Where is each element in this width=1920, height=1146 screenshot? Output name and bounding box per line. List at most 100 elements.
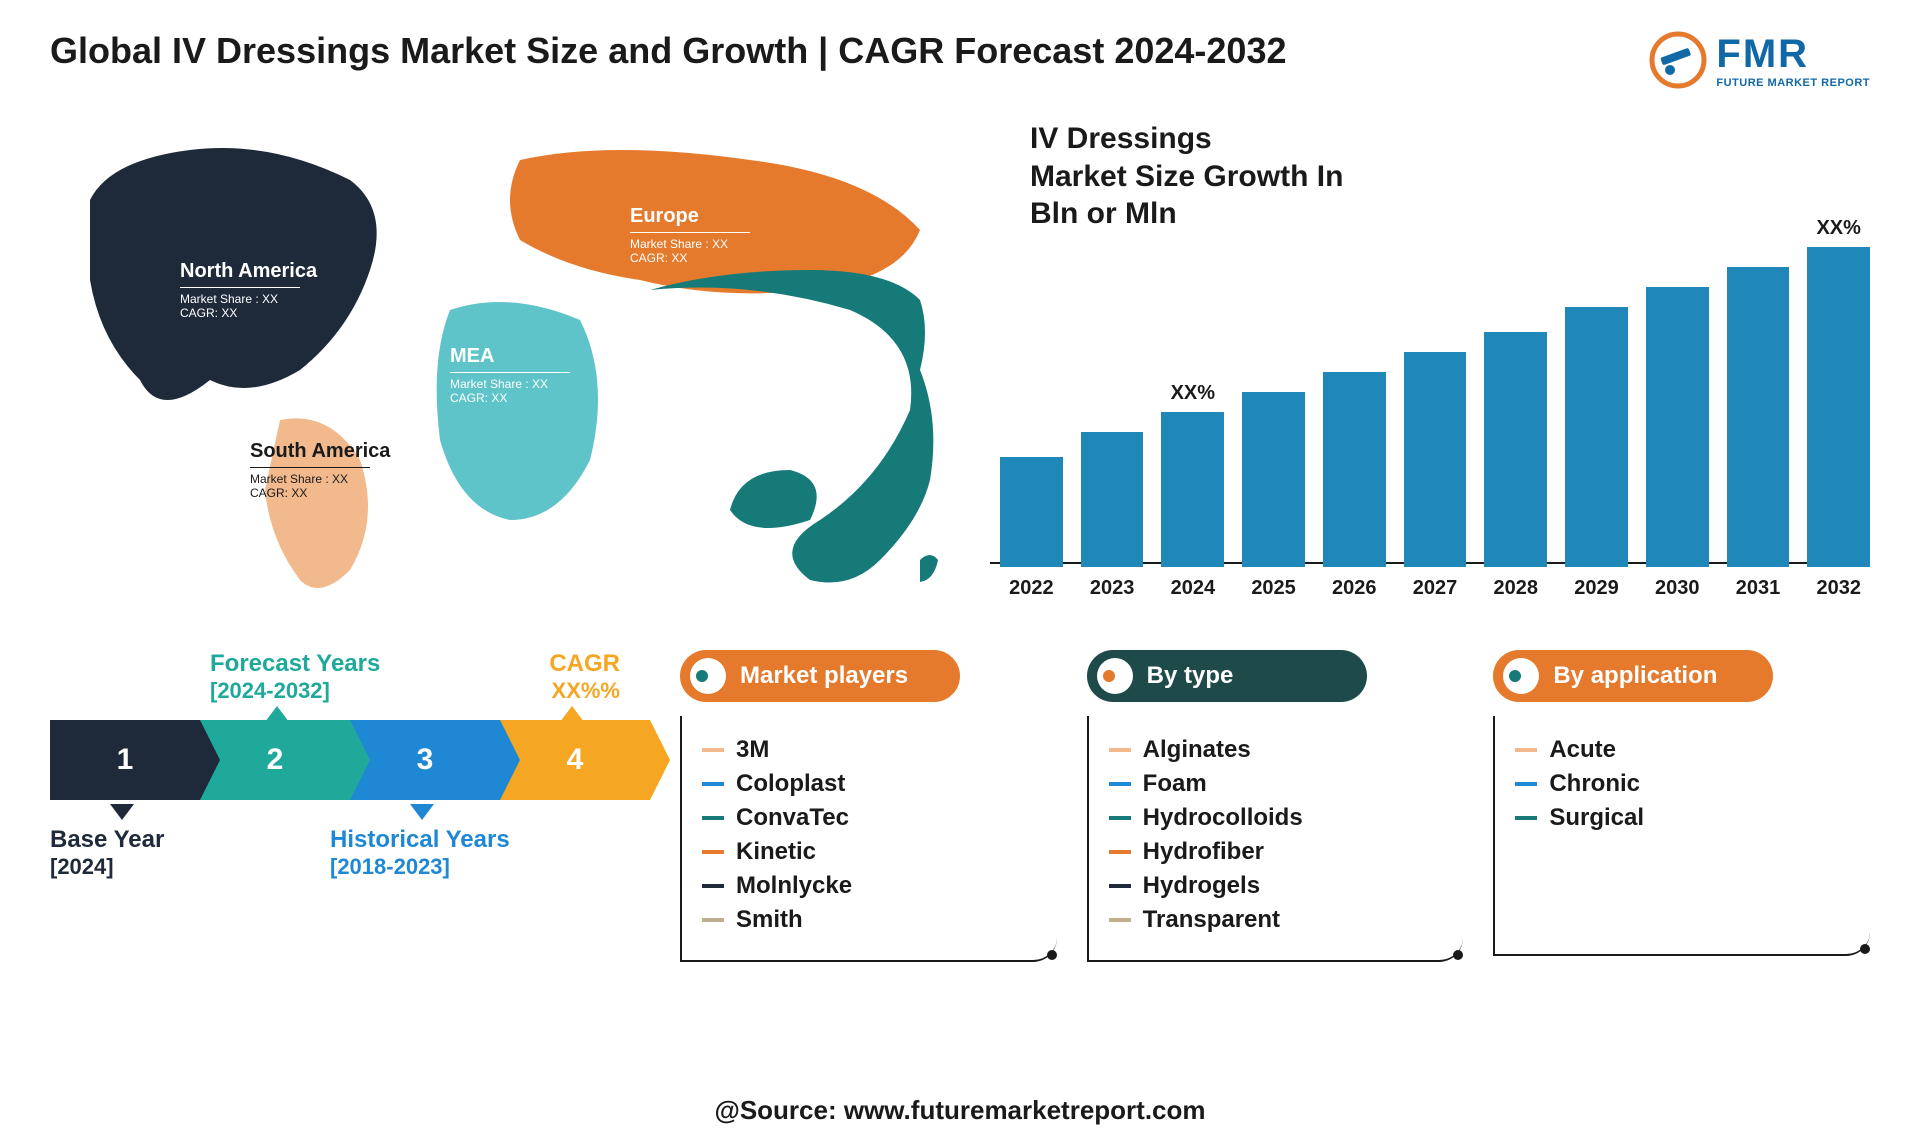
region-name: South America bbox=[250, 440, 390, 463]
label-range: [2024] bbox=[50, 854, 164, 880]
label-text: CAGR bbox=[549, 650, 620, 678]
label-text: Forecast Years bbox=[210, 650, 380, 678]
list-item: Alginates bbox=[1109, 736, 1444, 764]
region-name: North America bbox=[180, 260, 317, 283]
category-list: 3MColoplastConvaTecKineticMolnlyckeSmith bbox=[680, 716, 1057, 962]
logo-subtext: FUTURE MARKET REPORT bbox=[1716, 77, 1870, 89]
region-name: Asia Pacific bbox=[690, 310, 810, 333]
historical-label: Historical Years [2018-2023] bbox=[330, 826, 510, 880]
category-box: By typeAlginatesFoamHydrocolloidsHydrofi… bbox=[1087, 650, 1464, 962]
category-pill: Market players bbox=[680, 650, 960, 702]
bar bbox=[1484, 332, 1547, 567]
dash-icon bbox=[1109, 884, 1131, 888]
chart-title-line: Market Size Growth In bbox=[1030, 158, 1870, 196]
list-item: Hydrogels bbox=[1109, 872, 1444, 900]
region-name: Europe bbox=[630, 205, 750, 228]
category-box: By applicationAcuteChronicSurgical bbox=[1493, 650, 1870, 962]
list-item: Transparent bbox=[1109, 906, 1444, 934]
category-title: Market players bbox=[740, 662, 908, 690]
dash-icon bbox=[702, 782, 724, 786]
bar-year: 2032 bbox=[1816, 577, 1861, 600]
bar-column: 2031 bbox=[1727, 267, 1790, 600]
bar-column: 2028 bbox=[1484, 332, 1547, 600]
item-label: Coloplast bbox=[736, 770, 845, 798]
bar-column: 2027 bbox=[1404, 352, 1467, 600]
label-text: Historical Years bbox=[330, 826, 510, 854]
region-mea bbox=[437, 302, 598, 520]
bar: XX% bbox=[1161, 412, 1224, 567]
dash-icon bbox=[702, 884, 724, 888]
list-item: Surgical bbox=[1515, 804, 1850, 832]
timeline: Forecast Years [2024-2032] CAGR XX%% 1 2… bbox=[50, 650, 650, 800]
dash-icon bbox=[1515, 816, 1537, 820]
list-item: Hydrofiber bbox=[1109, 838, 1444, 866]
region-share: Market Share : XX bbox=[180, 292, 317, 306]
region-cagr: CAGR: XX bbox=[180, 306, 317, 320]
list-item: 3M bbox=[702, 736, 1037, 764]
region-cagr: CAGR: XX bbox=[250, 486, 390, 500]
region-share: Market Share : XX bbox=[690, 342, 810, 356]
label-text: Base Year bbox=[50, 826, 164, 854]
forecast-label: Forecast Years [2024-2032] bbox=[210, 650, 380, 704]
pointer-down-icon bbox=[110, 804, 134, 820]
dash-icon bbox=[1515, 748, 1537, 752]
region-share: Market Share : XX bbox=[630, 237, 750, 251]
map-label-mea: MEAMarket Share : XXCAGR: XX bbox=[450, 345, 570, 405]
item-label: Hydrogels bbox=[1143, 872, 1260, 900]
item-label: ConvaTec bbox=[736, 804, 849, 832]
item-label: Surgical bbox=[1549, 804, 1644, 832]
item-label: 3M bbox=[736, 736, 769, 764]
telescope-icon bbox=[1648, 30, 1708, 90]
divider bbox=[250, 467, 370, 468]
main-row: North AmericaMarket Share : XXCAGR: XXSo… bbox=[50, 120, 1870, 600]
bar-column: XX% 2032 bbox=[1807, 247, 1870, 600]
list-item: Molnlycke bbox=[702, 872, 1037, 900]
chevron-3: 3 bbox=[350, 720, 500, 800]
bar bbox=[1727, 267, 1790, 567]
bars-container: 20222023XX%20242025202620272028202920302… bbox=[990, 240, 1870, 600]
bar-year: 2023 bbox=[1090, 577, 1135, 600]
bar-column: 2026 bbox=[1323, 372, 1386, 600]
divider bbox=[630, 232, 750, 233]
chevron-bar: 1 2 3 4 bbox=[50, 720, 650, 800]
region-cagr: CAGR: XX bbox=[690, 356, 810, 370]
list-item: Chronic bbox=[1515, 770, 1850, 798]
list-item: Acute bbox=[1515, 736, 1850, 764]
bottom-row: Forecast Years [2024-2032] CAGR XX%% 1 2… bbox=[50, 650, 1870, 962]
region-share: Market Share : XX bbox=[250, 472, 390, 486]
dash-icon bbox=[702, 748, 724, 752]
map-label-europe: Europe Market Share : XXCAGR: XX bbox=[630, 205, 750, 265]
bar bbox=[1242, 392, 1305, 567]
bar bbox=[1081, 432, 1144, 567]
bar-column: 2025 bbox=[1242, 392, 1305, 600]
list-item: Coloplast bbox=[702, 770, 1037, 798]
chart-title-line: Bln or Mln bbox=[1030, 195, 1870, 233]
pill-dot-icon bbox=[1097, 658, 1133, 694]
page-title: Global IV Dressings Market Size and Grow… bbox=[50, 30, 1286, 72]
item-label: Alginates bbox=[1143, 736, 1251, 764]
pill-dot-icon bbox=[690, 658, 726, 694]
bar-year: 2029 bbox=[1574, 577, 1619, 600]
bar-column: 2023 bbox=[1081, 432, 1144, 600]
bar-year: 2028 bbox=[1494, 577, 1539, 600]
map-label-north_america: North America Market Share : XXCAGR: XX bbox=[180, 260, 317, 320]
map-label-asia_pacific: Asia Pacific Market Share : XXCAGR: XX bbox=[690, 310, 810, 370]
item-label: Chronic bbox=[1549, 770, 1640, 798]
map-label-south_america: South America Market Share : XXCAGR: XX bbox=[250, 440, 390, 500]
item-label: Smith bbox=[736, 906, 803, 934]
bar-column: XX%2024 bbox=[1161, 412, 1224, 600]
source-text: @Source: www.futuremarketreport.com bbox=[714, 1095, 1205, 1126]
bar: XX% bbox=[1807, 247, 1870, 567]
cagr-label: CAGR XX%% bbox=[549, 650, 620, 704]
pill-dot-icon bbox=[1503, 658, 1539, 694]
list-item: Smith bbox=[702, 906, 1037, 934]
region-cagr: CAGR: XX bbox=[630, 251, 750, 265]
bar-year: 2031 bbox=[1736, 577, 1781, 600]
divider bbox=[690, 337, 810, 338]
bar-year: 2022 bbox=[1009, 577, 1054, 600]
bar-year: 2027 bbox=[1413, 577, 1458, 600]
dash-icon bbox=[1109, 748, 1131, 752]
logo: FMR FUTURE MARKET REPORT bbox=[1648, 30, 1870, 90]
list-item: ConvaTec bbox=[702, 804, 1037, 832]
bar-year: 2026 bbox=[1332, 577, 1377, 600]
